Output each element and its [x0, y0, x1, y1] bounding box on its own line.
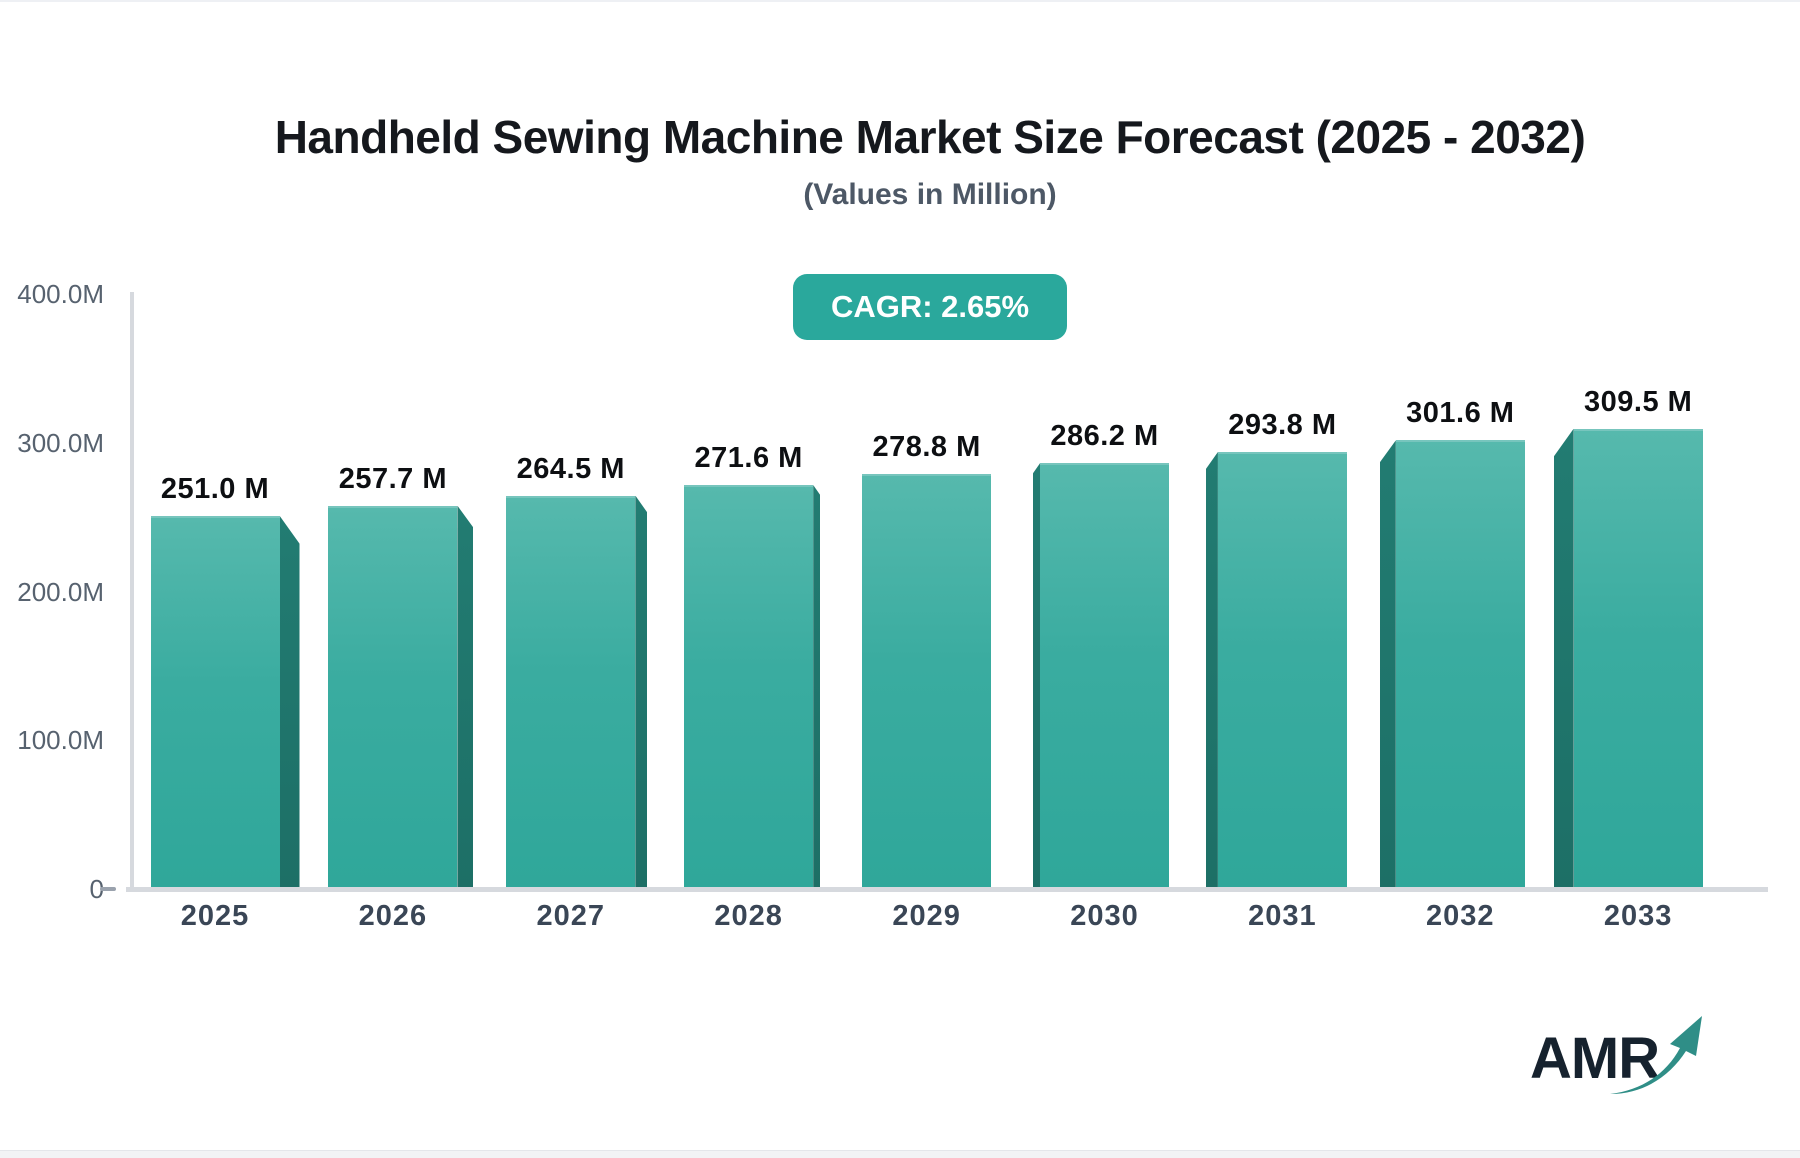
bar-2028 [684, 484, 814, 889]
bar-value-label: 309.5 M [1584, 385, 1693, 418]
chart-subtitle: (Values in Million) [803, 178, 1057, 211]
bar-2025 [150, 515, 280, 889]
amr-logo-text: AMR [1530, 1026, 1660, 1091]
bar-value-label: 301.6 M [1406, 397, 1515, 430]
zero-tick-mark [100, 887, 116, 891]
bar-value-label: 264.5 M [516, 452, 625, 485]
bar-2031 [1217, 451, 1347, 889]
x-axis-label-2026: 2026 [358, 900, 428, 932]
bottom-divider [0, 1150, 1800, 1158]
bar-3d-side [1033, 463, 1040, 889]
x-axis-label-2025: 2025 [180, 900, 250, 932]
x-axis-label-2028: 2028 [714, 900, 783, 932]
bar-2027 [506, 495, 636, 889]
bar-2029 [862, 474, 992, 889]
bar-2033 [1573, 428, 1703, 889]
y-axis-tick-label: 0 [89, 874, 104, 904]
chart-header: Handheld Sewing Machine Market Size Fore… [50, 2, 1800, 340]
bar-3d-side [279, 515, 300, 889]
bar-2030 [1040, 463, 1169, 889]
bar-value-label: 251.0 M [160, 472, 270, 505]
x-axis-label-2033: 2033 [1603, 900, 1673, 932]
y-axis-line [130, 292, 134, 889]
y-axis-tick-label: 200.0M [17, 576, 104, 607]
x-axis-label-2031: 2031 [1248, 900, 1317, 932]
bar-value-label: 278.8 M [872, 431, 981, 464]
chart-title: Handheld Sewing Machine Market Size Fore… [274, 111, 1586, 163]
bar-2026 [328, 505, 458, 889]
bar-value-label: 257.7 M [338, 462, 448, 495]
growth-arrow-icon [1610, 1016, 1702, 1094]
y-axis-tick-label: 100.0M [17, 725, 104, 756]
bar-3d-side [635, 495, 648, 889]
bar-3d-side [457, 505, 474, 889]
x-axis-label-2027: 2027 [536, 900, 606, 932]
x-axis-label-2030: 2030 [1070, 900, 1139, 932]
bar-value-label: 293.8 M [1228, 408, 1337, 441]
cagr-badge: CAGR: 2.65% [792, 274, 1068, 340]
bar-value-label: 271.6 M [694, 441, 803, 474]
bar-3d-side [1205, 451, 1218, 889]
bar-3d-side [1379, 440, 1396, 889]
x-axis-label-2029: 2029 [892, 900, 961, 932]
bar-2032 [1395, 440, 1525, 889]
bar-3d-side [813, 484, 821, 889]
x-axis-line [126, 887, 1768, 892]
bar-value-label: 286.2 M [1050, 420, 1159, 453]
y-axis-tick-label: 400.0M [17, 279, 104, 309]
y-axis-tick-label: 300.0M [17, 427, 104, 458]
amr-logo: AMR [1530, 1016, 1730, 1118]
x-axis-label-2032: 2032 [1426, 900, 1495, 932]
bar-3d-side [1553, 428, 1574, 889]
